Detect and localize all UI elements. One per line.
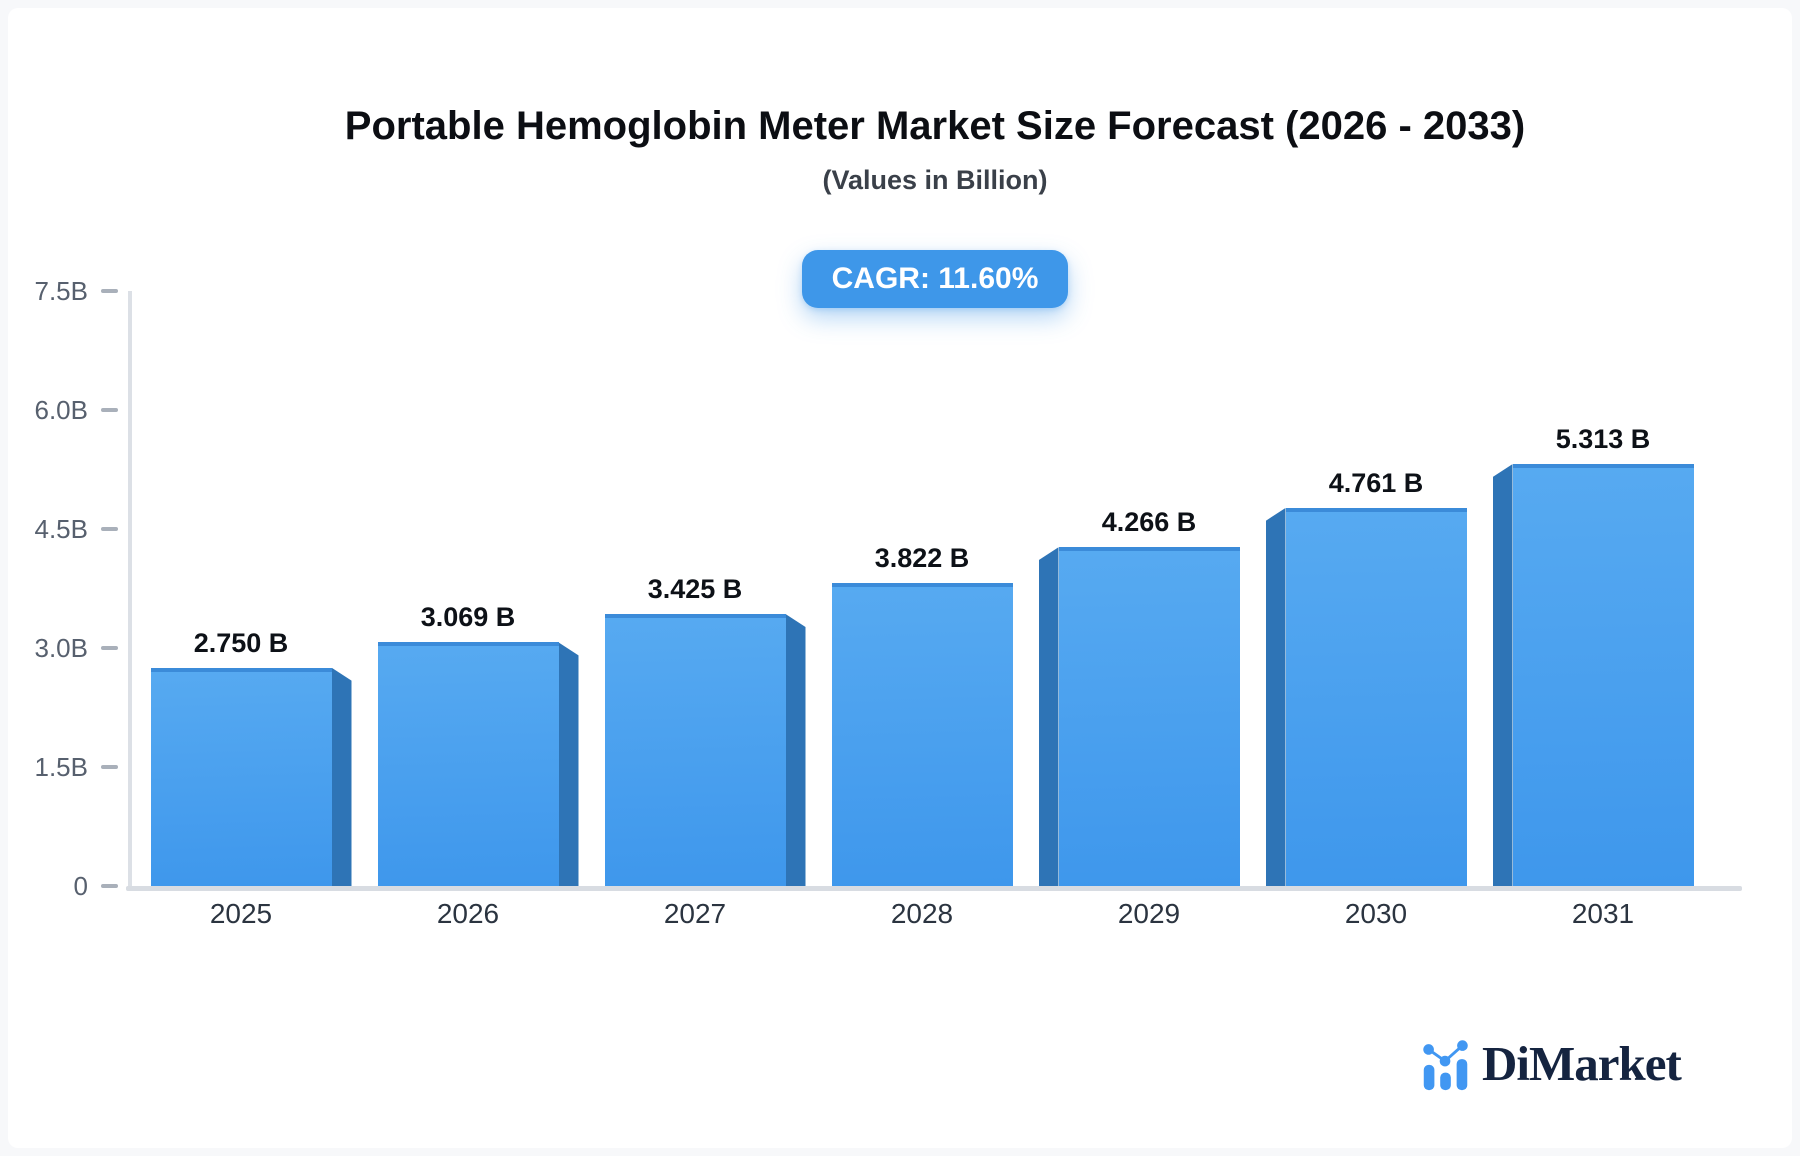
x-tick-label-2026: 2026	[436, 898, 500, 929]
bar-value-label-2029: 4.266 B	[1101, 507, 1197, 538]
bar-value-label-2031: 5.313 B	[1555, 424, 1651, 455]
x-tick-label-2028: 2028	[890, 898, 954, 929]
y-tick-mark	[101, 764, 118, 769]
bar-top-edge	[150, 667, 332, 672]
cagr-badge: CAGR: 11.60%	[801, 250, 1069, 309]
bar-value-label-2030: 4.761 B	[1328, 467, 1424, 498]
y-tick-label-0: 0	[73, 871, 88, 901]
dimarket-logo: DiMarket	[1420, 1034, 1682, 1092]
bar-2031[interactable]	[1512, 464, 1694, 886]
bar-2025[interactable]	[150, 667, 332, 886]
y-tick-mark	[101, 645, 118, 650]
bar-2026[interactable]	[377, 642, 559, 886]
chart-header: Portable Hemoglobin Meter Market Size Fo…	[135, 102, 1735, 309]
x-tick-label-2031: 2031	[1571, 898, 1635, 929]
logo-brand-text: DiMarket	[1482, 1036, 1682, 1091]
y-tick-label-3.0B: 3.0B	[34, 632, 89, 663]
chart-title: Portable Hemoglobin Meter Market Size Fo…	[344, 104, 1526, 148]
x-tick-label-2030: 2030	[1344, 898, 1408, 929]
x-tick-label-2027: 2027	[663, 898, 727, 929]
bar-side-face-2027	[785, 614, 806, 886]
bar-2027[interactable]	[604, 614, 786, 886]
bar-side-face-2029	[1038, 547, 1059, 886]
bar-top-edge	[1285, 507, 1467, 512]
bar-2030[interactable]	[1285, 507, 1467, 886]
y-tick-mark	[101, 526, 118, 531]
bar-2029[interactable]	[1058, 547, 1240, 886]
bar-top-edge	[831, 582, 1013, 587]
y-tick-label-7.5B: 7.5B	[34, 275, 89, 306]
bar-line-chart-icon	[1420, 1034, 1472, 1092]
bar-value-label-2025: 2.750 B	[193, 627, 289, 658]
bar-2028[interactable]	[831, 582, 1013, 886]
chart-subtitle: (Values in Billion)	[822, 165, 1048, 195]
bar-top-edge	[1512, 464, 1694, 469]
bar-top-edge	[1058, 547, 1240, 552]
y-tick-mark	[101, 884, 118, 888]
x-tick-label-2029: 2029	[1117, 898, 1181, 929]
y-tick-label-1.5B: 1.5B	[34, 751, 89, 782]
bar-side-face-2025	[331, 667, 352, 886]
bar-side-face-2030	[1265, 507, 1286, 886]
bar-value-label-2026: 3.069 B	[420, 602, 516, 633]
bar-side-face-2031	[1492, 464, 1513, 886]
bar-top-edge	[604, 614, 786, 619]
bar-top-edge	[377, 642, 559, 647]
y-tick-label-6.0B: 6.0B	[34, 394, 89, 425]
bar-side-face-2026	[558, 642, 579, 886]
x-axis-baseline	[126, 886, 1742, 891]
bar-value-label-2027: 3.425 B	[647, 574, 743, 605]
y-axis-line	[128, 290, 132, 886]
x-tick-label-2025: 2025	[209, 898, 273, 929]
y-tick-mark	[101, 288, 118, 293]
bar-value-label-2028: 3.822 B	[874, 542, 970, 573]
y-tick-mark	[101, 407, 118, 412]
y-tick-label-4.5B: 4.5B	[34, 513, 89, 544]
